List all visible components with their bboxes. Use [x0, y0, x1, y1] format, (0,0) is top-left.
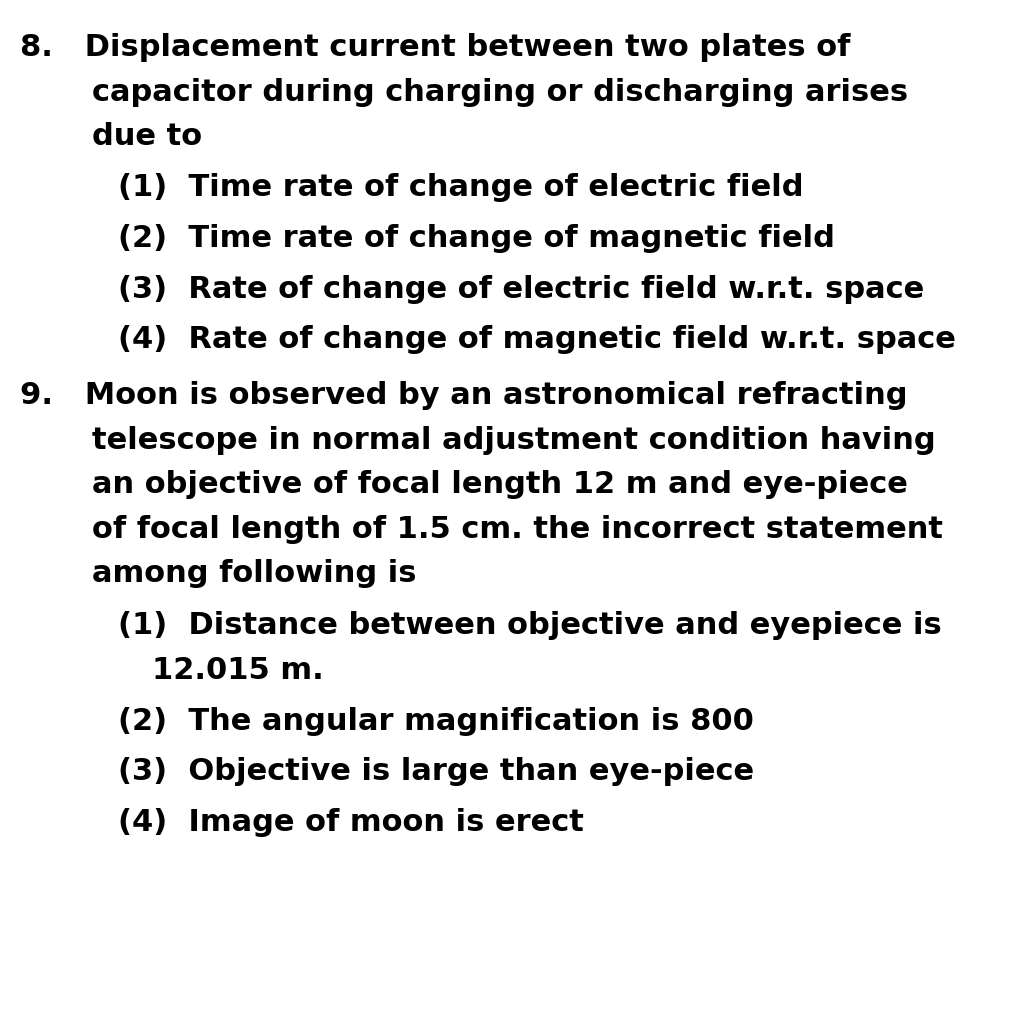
Text: capacitor during charging or discharging arises: capacitor during charging or discharging…: [92, 78, 908, 107]
Text: telescope in normal adjustment condition having: telescope in normal adjustment condition…: [92, 426, 936, 455]
Text: an objective of focal length 12 m and eye-piece: an objective of focal length 12 m and ey…: [92, 470, 908, 499]
Text: (3)  Objective is large than eye-piece: (3) Objective is large than eye-piece: [118, 757, 754, 786]
Text: 8.   Displacement current between two plates of: 8. Displacement current between two plat…: [20, 33, 851, 62]
Text: (2)  Time rate of change of magnetic field: (2) Time rate of change of magnetic fiel…: [118, 224, 835, 253]
Text: (2)  The angular magnification is 800: (2) The angular magnification is 800: [118, 707, 754, 736]
Text: (4)  Rate of change of magnetic field w.r.t. space: (4) Rate of change of magnetic field w.r…: [118, 325, 955, 354]
Text: 12.015 m.: 12.015 m.: [152, 656, 324, 685]
Text: of focal length of 1.5 cm. the incorrect statement: of focal length of 1.5 cm. the incorrect…: [92, 515, 943, 544]
Text: 9.   Moon is observed by an astronomical refracting: 9. Moon is observed by an astronomical r…: [20, 381, 908, 410]
Text: (4)  Image of moon is erect: (4) Image of moon is erect: [118, 808, 584, 837]
Text: (1)  Time rate of change of electric field: (1) Time rate of change of electric fiel…: [118, 173, 803, 202]
Text: due to: due to: [92, 122, 203, 151]
Text: among following is: among following is: [92, 559, 417, 588]
Text: (1)  Distance between objective and eyepiece is: (1) Distance between objective and eyepi…: [118, 611, 941, 640]
Text: (3)  Rate of change of electric field w.r.t. space: (3) Rate of change of electric field w.r…: [118, 275, 924, 304]
